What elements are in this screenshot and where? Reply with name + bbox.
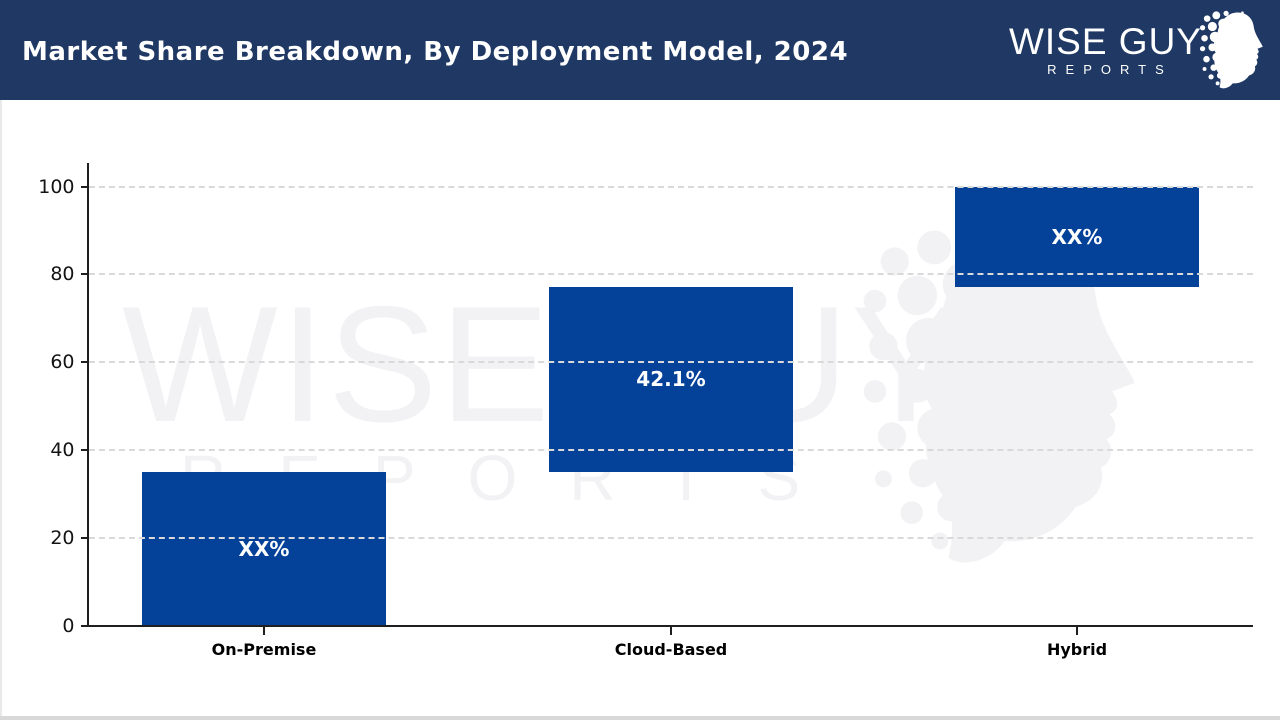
header-band: Market Share Breakdown, By Deployment Mo… [0, 0, 1280, 100]
y-tick-100 [80, 185, 89, 188]
brand-logo-text: WISE GUY REPORTS [1008, 20, 1202, 78]
bar-cloud-based [549, 287, 793, 472]
y-tick-80 [80, 273, 89, 276]
y-axis-line [87, 163, 89, 627]
y-tick-label-20: 20 [50, 526, 75, 549]
watermark-brand-text: WISE GUY [122, 272, 964, 456]
y-tick-label-40: 40 [50, 438, 75, 461]
gridline-80 [88, 273, 1253, 276]
bar-on-premise [142, 471, 386, 626]
y-tick-40 [80, 448, 89, 451]
gridline-40 [88, 448, 1253, 451]
gridline-20 [88, 536, 1253, 539]
brand-subname: REPORTS [1047, 62, 1173, 78]
x-tick-label-on-premise: On-Premise [211, 640, 317, 659]
footer-divider [0, 716, 1280, 720]
bar-hybrid [955, 186, 1199, 288]
x-tick-hybrid [1076, 627, 1078, 635]
bar-value-label-hybrid: XX% [1051, 224, 1103, 249]
y-tick-label-60: 60 [50, 351, 75, 374]
brand-logo: WISE GUY REPORTS [1009, 6, 1266, 94]
gridline-100 [88, 185, 1253, 188]
wiseguy-head-icon [1199, 10, 1263, 89]
x-tick-cloud-based [670, 627, 672, 635]
y-tick-0 [80, 624, 89, 627]
y-tick-60 [80, 361, 89, 364]
x-axis-line [86, 624, 1253, 627]
left-edge-divider [0, 100, 2, 716]
y-tick-label-0: 0 [62, 614, 75, 637]
y-tick-20 [80, 536, 89, 539]
brand-name: WISE GUY [1008, 20, 1202, 62]
gridline-60 [88, 361, 1253, 364]
bar-value-label-cloud-based: 42.1% [636, 367, 706, 392]
y-tick-label-80: 80 [50, 263, 75, 286]
y-tick-label-100: 100 [38, 175, 75, 198]
x-tick-label-hybrid: Hybrid [1046, 640, 1108, 659]
bar-value-label-on-premise: XX% [238, 536, 290, 561]
page-title: Market Share Breakdown, By Deployment Mo… [22, 37, 849, 67]
x-tick-label-cloud-based: Cloud-Based [614, 640, 728, 659]
x-tick-on-premise [263, 627, 265, 635]
